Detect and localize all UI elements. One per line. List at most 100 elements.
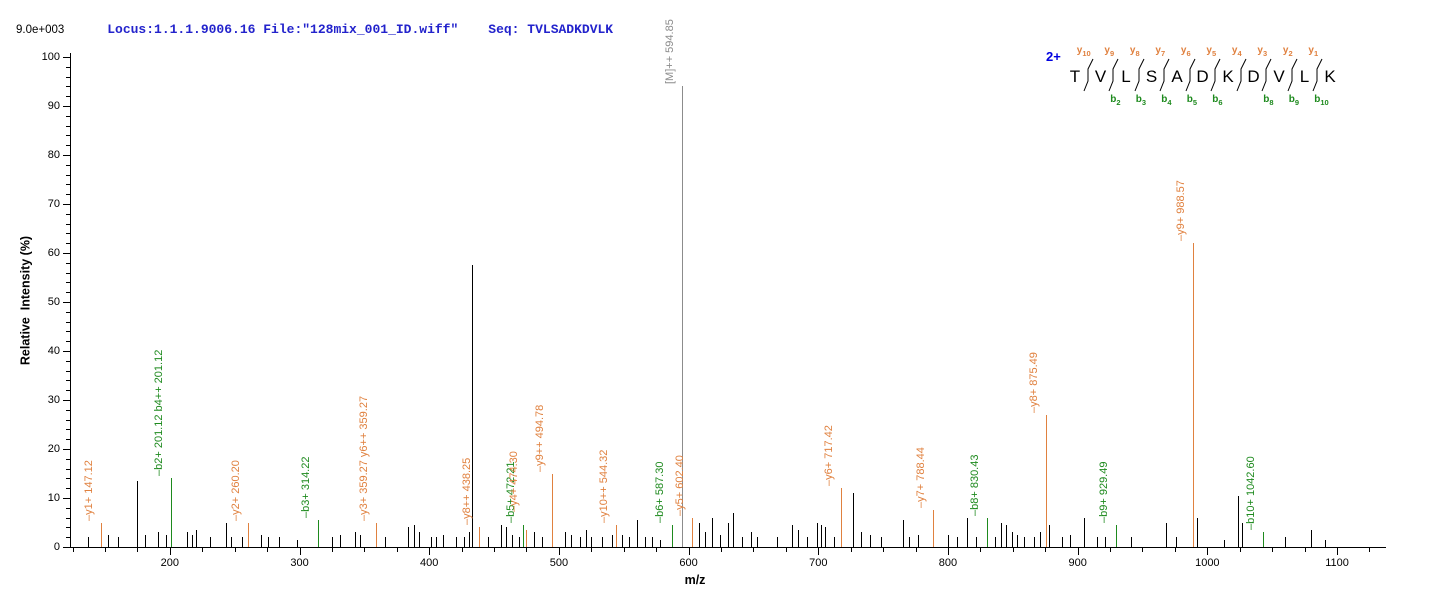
fragment-peak	[376, 522, 378, 547]
unlabeled-peak	[994, 537, 996, 547]
fragment-peak	[1262, 532, 1264, 547]
y-minor-tick	[66, 76, 70, 78]
unlabeled-peak	[636, 520, 638, 547]
x-minor-tick	[461, 548, 463, 552]
unlabeled-peak	[628, 537, 630, 547]
unlabeled-peak	[1238, 495, 1240, 547]
unlabeled-peak	[505, 527, 507, 547]
y-minor-tick	[66, 96, 70, 98]
cleavage-divider	[1108, 58, 1120, 92]
y-ion-label: y7	[1155, 45, 1166, 58]
b-ion-label: b3	[1135, 94, 1147, 107]
x-tick-label: 900	[1068, 557, 1087, 569]
x-minor-tick	[915, 548, 917, 552]
b-ion-label: b5	[1186, 94, 1198, 107]
unlabeled-peak	[165, 534, 167, 547]
unlabeled-peak	[195, 529, 197, 547]
x-tick	[1077, 548, 1079, 555]
unlabeled-peak	[806, 537, 808, 547]
unlabeled-peak	[1104, 537, 1106, 547]
y-minor-tick	[66, 537, 70, 539]
unlabeled-peak	[902, 520, 904, 547]
unlabeled-peak	[816, 522, 818, 547]
unlabeled-peak	[824, 527, 826, 547]
unlabeled-peak	[570, 534, 572, 547]
x-tick	[947, 548, 949, 555]
x-tick	[1337, 548, 1339, 555]
peak-label: –y4+ 474.30	[507, 450, 520, 512]
y-minor-tick	[66, 125, 70, 127]
unlabeled-peak	[719, 534, 721, 547]
x-tick-label: 300	[290, 557, 309, 569]
peak-label: –y1+ 147.12	[83, 459, 96, 521]
fragment-peak	[317, 520, 319, 547]
y-minor-tick	[66, 380, 70, 382]
y-minor-tick	[66, 272, 70, 274]
peak-label: –b3+ 314.22	[299, 456, 312, 519]
unlabeled-peak	[137, 480, 139, 547]
y-tick	[63, 253, 70, 254]
y-minor-tick	[66, 145, 70, 147]
cleavage-divider	[1236, 58, 1248, 92]
peak-label: –y9++ 494.78	[534, 404, 547, 472]
y-tick	[63, 400, 70, 401]
x-tick	[299, 548, 301, 555]
residue-letter: L	[1121, 67, 1131, 86]
peak-label: –y3+ 359.27 y6++ 359.27	[358, 395, 371, 521]
x-minor-tick	[526, 548, 528, 552]
x-minor-tick	[494, 548, 496, 552]
y-tick	[63, 57, 70, 58]
unlabeled-peak	[918, 534, 920, 547]
x-minor-tick	[137, 548, 139, 552]
unlabeled-peak	[579, 537, 581, 547]
fragment-peak	[552, 473, 554, 547]
unlabeled-peak	[512, 534, 514, 547]
x-minor-tick	[721, 548, 723, 552]
fragment-peak	[247, 522, 249, 547]
b-ion-label: b4	[1161, 94, 1172, 107]
y-ion-label: y1	[1308, 45, 1319, 58]
peak-label: –b10+ 1042.60	[1244, 456, 1257, 531]
unlabeled-peak	[435, 537, 437, 547]
x-tick-label: 400	[420, 557, 439, 569]
unlabeled-peak	[158, 532, 160, 547]
y-tick-label: 50	[47, 296, 60, 308]
fragment-peak	[525, 529, 527, 547]
fragment-peak	[987, 517, 989, 547]
unlabeled-peak	[1242, 522, 1244, 547]
fragment-peak	[672, 524, 674, 547]
x-minor-tick	[396, 548, 398, 552]
unlabeled-peak	[418, 532, 420, 547]
unlabeled-peak	[967, 517, 969, 547]
unlabeled-peak	[1196, 517, 1198, 547]
x-minor-tick	[1012, 548, 1014, 552]
unlabeled-peak	[947, 534, 949, 547]
y-minor-tick	[66, 527, 70, 529]
unlabeled-peak	[833, 537, 835, 547]
residue-letter: K	[1324, 67, 1336, 86]
unlabeled-peak	[145, 534, 147, 547]
unlabeled-peak	[1097, 537, 1099, 547]
unlabeled-peak	[660, 539, 662, 547]
x-minor-tick	[1304, 548, 1306, 552]
fragment-peak	[840, 488, 842, 547]
header-line: Locus:1.1.1.9006.16 File:"128mix_001_ID.…	[76, 7, 613, 52]
unlabeled-peak	[757, 537, 759, 547]
cleavage-divider	[1312, 58, 1324, 92]
y-minor-tick	[66, 468, 70, 470]
unlabeled-peak	[1165, 522, 1167, 547]
y-minor-tick	[66, 262, 70, 264]
residue-letter: K	[1222, 67, 1234, 86]
x-minor-tick	[1110, 548, 1112, 552]
y-tick	[63, 449, 70, 450]
b-ion-label: b10	[1314, 94, 1329, 107]
unlabeled-peak	[820, 524, 822, 547]
y-ion-label: y6	[1180, 45, 1191, 58]
unlabeled-peak	[797, 529, 799, 547]
y-minor-tick	[66, 292, 70, 294]
cleavage-divider	[1083, 58, 1095, 92]
x-minor-tick	[364, 548, 366, 552]
fragment-peak	[101, 522, 103, 547]
y-axis-line	[70, 53, 71, 548]
unlabeled-peak	[339, 534, 341, 547]
